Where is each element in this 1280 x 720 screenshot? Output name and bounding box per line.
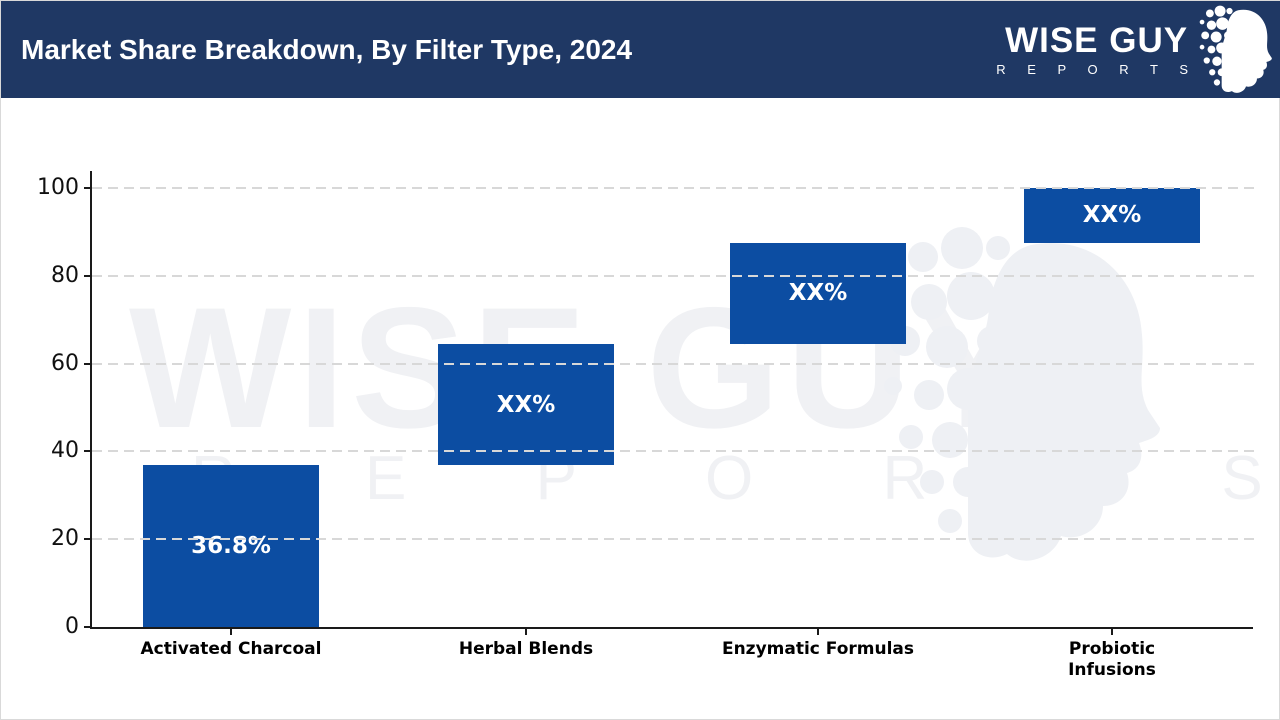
x-tick-label: Enzymatic Formulas [721,639,915,659]
x-tick-mark [230,629,232,635]
gridline-20 [92,538,1259,541]
wiseguy-logo: WISE GUY R E P O R T S [996,1,1275,98]
y-axis-line [90,171,92,628]
logo-subtext: R E P O R T S [996,62,1197,77]
y-tick-mark [84,626,90,628]
x-tick-label: Probiotic Infusions [1068,639,1156,680]
bar-4: XX% [1024,188,1200,243]
logo-face-icon [1199,5,1272,93]
bar-1: 36.8% [143,465,319,627]
x-axis-line [90,627,1253,629]
header-bar: Market Share Breakdown, By Filter Type, … [1,1,1280,98]
bar-value-label: XX% [496,391,556,418]
y-tick-label: 0 [65,614,79,639]
x-tick-label: Activated Charcoal [140,639,322,659]
gridline-40 [92,450,1259,453]
watermark-face-icon [884,227,1160,561]
gridline-60 [92,362,1259,365]
y-tick-mark [84,274,90,277]
y-tick-label: 40 [51,438,79,464]
y-tick-mark [84,538,90,541]
y-tick-label: 20 [51,526,79,552]
logo-text: WISE GUY R E P O R T S [996,21,1197,77]
x-tick-label: Herbal Blends [458,639,594,659]
y-tick-label: 100 [37,175,79,200]
chart-title: Market Share Breakdown, By Filter Type, … [21,33,633,65]
bar-value-label: 36.8% [191,533,271,560]
x-tick-mark [525,629,527,635]
y-tick-mark [84,362,90,365]
x-tick-mark [1111,629,1113,635]
gridline-80 [92,274,1259,277]
x-tick-mark [817,629,819,635]
bar-value-label: XX% [1082,202,1142,229]
y-tick-label: 80 [51,262,79,288]
y-tick-mark [84,187,90,189]
gridline-100 [92,187,1259,189]
bar-value-label: XX% [788,280,848,307]
y-tick-label: 60 [51,350,79,376]
bar-3: XX% [730,242,906,344]
logo-wordmark: WISE GUY [1005,21,1189,60]
y-tick-mark [84,450,90,453]
